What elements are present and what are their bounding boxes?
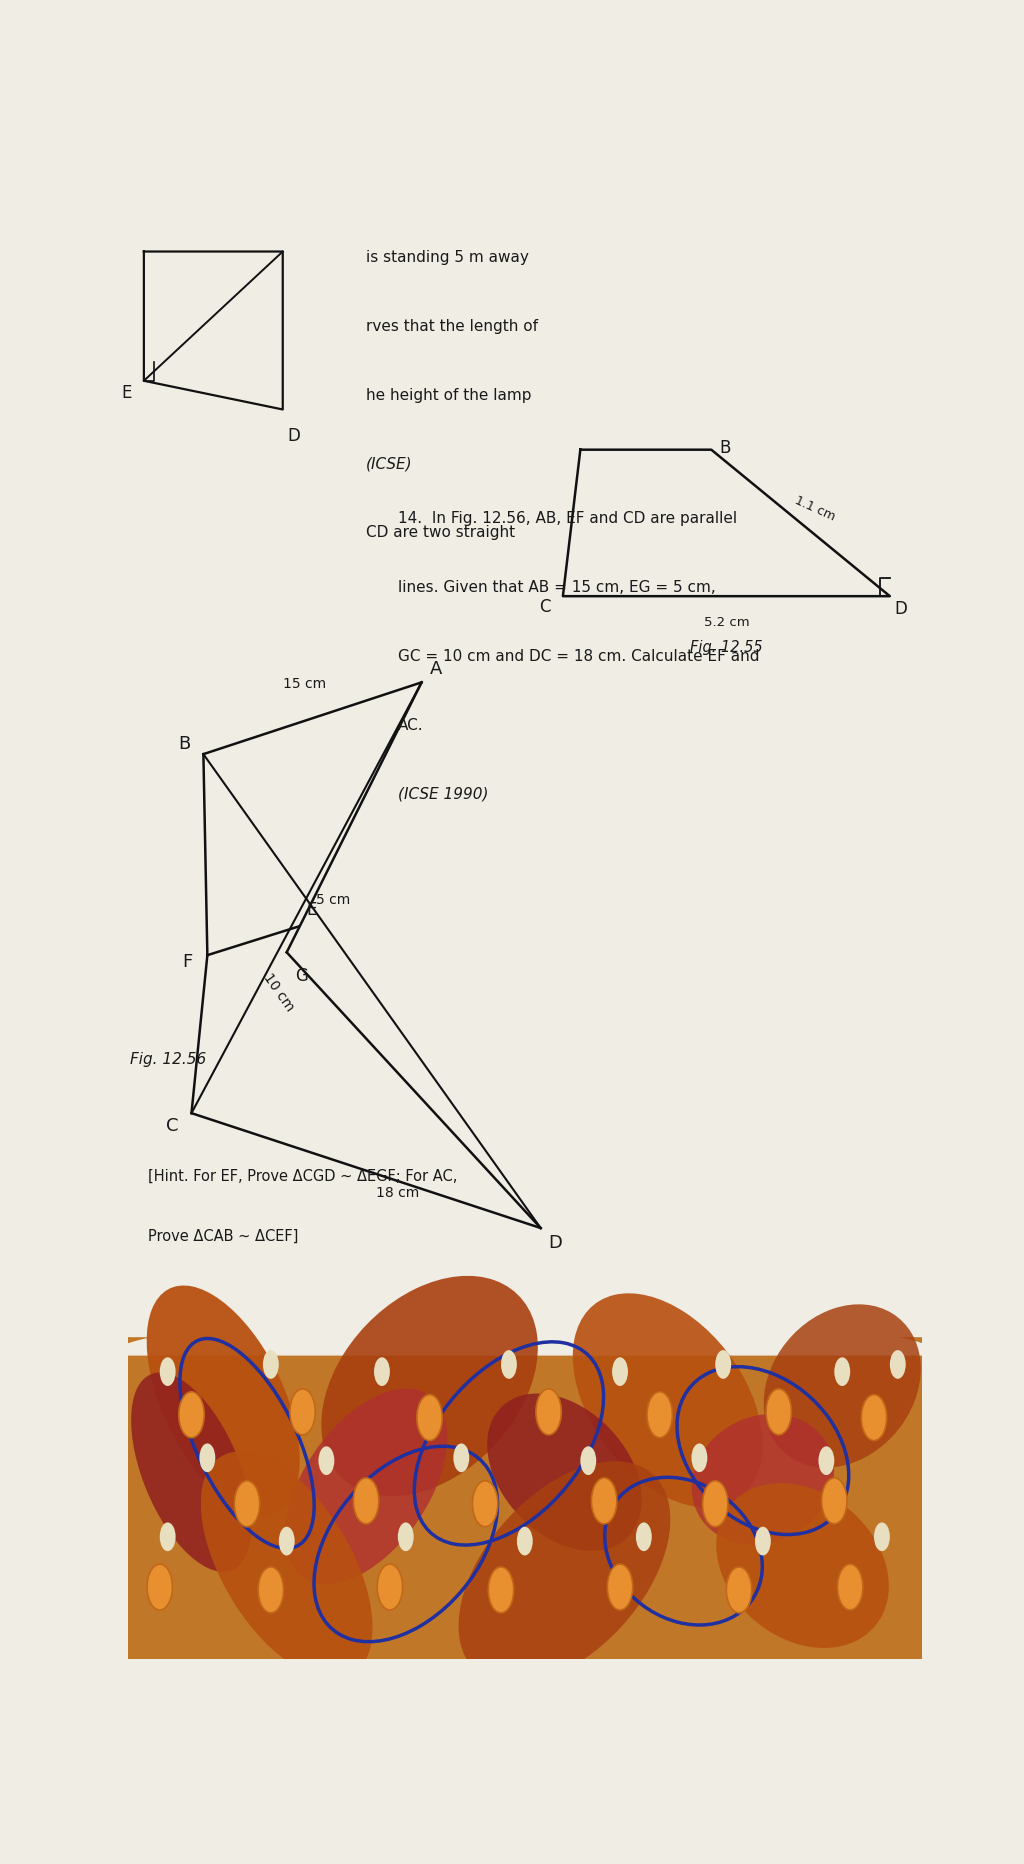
Circle shape <box>818 1446 835 1474</box>
Text: 5.2 cm: 5.2 cm <box>703 615 750 628</box>
Circle shape <box>279 1527 295 1556</box>
Circle shape <box>755 1527 771 1556</box>
Ellipse shape <box>322 1277 538 1497</box>
Text: CD are two straight: CD are two straight <box>367 526 515 541</box>
Text: Fig. 12.55: Fig. 12.55 <box>690 639 763 654</box>
Text: A: A <box>430 660 442 678</box>
Circle shape <box>517 1527 532 1556</box>
Circle shape <box>592 1478 616 1525</box>
Circle shape <box>200 1445 215 1473</box>
Ellipse shape <box>691 1415 835 1545</box>
Circle shape <box>702 1482 728 1527</box>
Ellipse shape <box>459 1461 671 1685</box>
Ellipse shape <box>131 1372 252 1571</box>
Text: D: D <box>288 427 300 445</box>
Text: C: C <box>166 1117 178 1133</box>
Text: E: E <box>306 900 317 919</box>
Circle shape <box>861 1394 887 1441</box>
Text: E: E <box>122 384 132 403</box>
Text: he height of the lamp: he height of the lamp <box>367 388 531 403</box>
Text: 15 cm: 15 cm <box>283 677 326 690</box>
Text: F: F <box>182 953 193 971</box>
Circle shape <box>147 1564 172 1610</box>
Circle shape <box>160 1357 176 1387</box>
Circle shape <box>263 1350 279 1379</box>
Ellipse shape <box>572 1294 763 1508</box>
Text: (ICSE 1990): (ICSE 1990) <box>397 787 488 802</box>
Circle shape <box>612 1357 628 1387</box>
Text: D: D <box>549 1234 562 1253</box>
Circle shape <box>160 1523 176 1551</box>
Text: 5 cm: 5 cm <box>316 893 350 908</box>
Text: 18 cm: 18 cm <box>376 1186 420 1200</box>
Text: 14.  In Fig. 12.56, AB, EF and CD are parallel: 14. In Fig. 12.56, AB, EF and CD are par… <box>397 511 737 526</box>
Circle shape <box>647 1392 673 1437</box>
Circle shape <box>536 1389 561 1435</box>
Text: is standing 5 m away: is standing 5 m away <box>367 250 529 265</box>
Circle shape <box>838 1564 863 1610</box>
Circle shape <box>715 1350 731 1379</box>
Circle shape <box>636 1523 652 1551</box>
Circle shape <box>726 1568 752 1612</box>
Ellipse shape <box>764 1305 921 1467</box>
Circle shape <box>417 1394 442 1441</box>
Circle shape <box>454 1445 469 1473</box>
Text: 10 cm: 10 cm <box>261 969 297 1014</box>
Ellipse shape <box>201 1452 373 1679</box>
Circle shape <box>501 1350 517 1379</box>
Text: GC = 10 cm and DC = 18 cm. Calculate EF and: GC = 10 cm and DC = 18 cm. Calculate EF … <box>397 649 760 664</box>
Text: G: G <box>295 967 307 984</box>
Circle shape <box>835 1357 850 1387</box>
Circle shape <box>377 1564 402 1610</box>
Circle shape <box>607 1564 633 1610</box>
Text: lines. Given that AB = 15 cm, EG = 5 cm,: lines. Given that AB = 15 cm, EG = 5 cm, <box>397 580 716 595</box>
Circle shape <box>766 1389 792 1435</box>
Circle shape <box>318 1446 334 1474</box>
Ellipse shape <box>487 1394 642 1551</box>
Circle shape <box>353 1478 379 1525</box>
Text: Fig. 12.56: Fig. 12.56 <box>130 1051 206 1066</box>
Circle shape <box>472 1482 498 1527</box>
Text: C: C <box>539 596 551 615</box>
Circle shape <box>290 1389 315 1435</box>
Circle shape <box>397 1523 414 1551</box>
Text: 1.1 cm: 1.1 cm <box>793 494 837 524</box>
Text: B: B <box>719 440 730 457</box>
Ellipse shape <box>716 1484 889 1648</box>
Circle shape <box>488 1568 514 1612</box>
Text: Prove ΔCAB ~ ΔCEF]: Prove ΔCAB ~ ΔCEF] <box>147 1228 298 1243</box>
Circle shape <box>873 1523 890 1551</box>
Ellipse shape <box>285 1389 447 1584</box>
Circle shape <box>179 1392 204 1437</box>
Polygon shape <box>128 224 922 1336</box>
Text: rves that the length of: rves that the length of <box>367 319 538 334</box>
Circle shape <box>374 1357 390 1387</box>
Circle shape <box>890 1350 906 1379</box>
Text: [Hint. For EF, Prove ΔCGD ~ ΔEGF; For AC,: [Hint. For EF, Prove ΔCGD ~ ΔEGF; For AC… <box>147 1169 457 1184</box>
Text: B: B <box>178 734 190 753</box>
Circle shape <box>821 1478 847 1525</box>
Bar <box>128 1314 922 1659</box>
Circle shape <box>581 1446 596 1474</box>
Text: D: D <box>895 600 907 619</box>
Ellipse shape <box>146 1286 300 1515</box>
Text: AC.: AC. <box>397 718 424 733</box>
Circle shape <box>258 1568 284 1612</box>
Circle shape <box>691 1445 708 1473</box>
Circle shape <box>234 1482 260 1527</box>
Text: (ICSE): (ICSE) <box>367 457 413 472</box>
